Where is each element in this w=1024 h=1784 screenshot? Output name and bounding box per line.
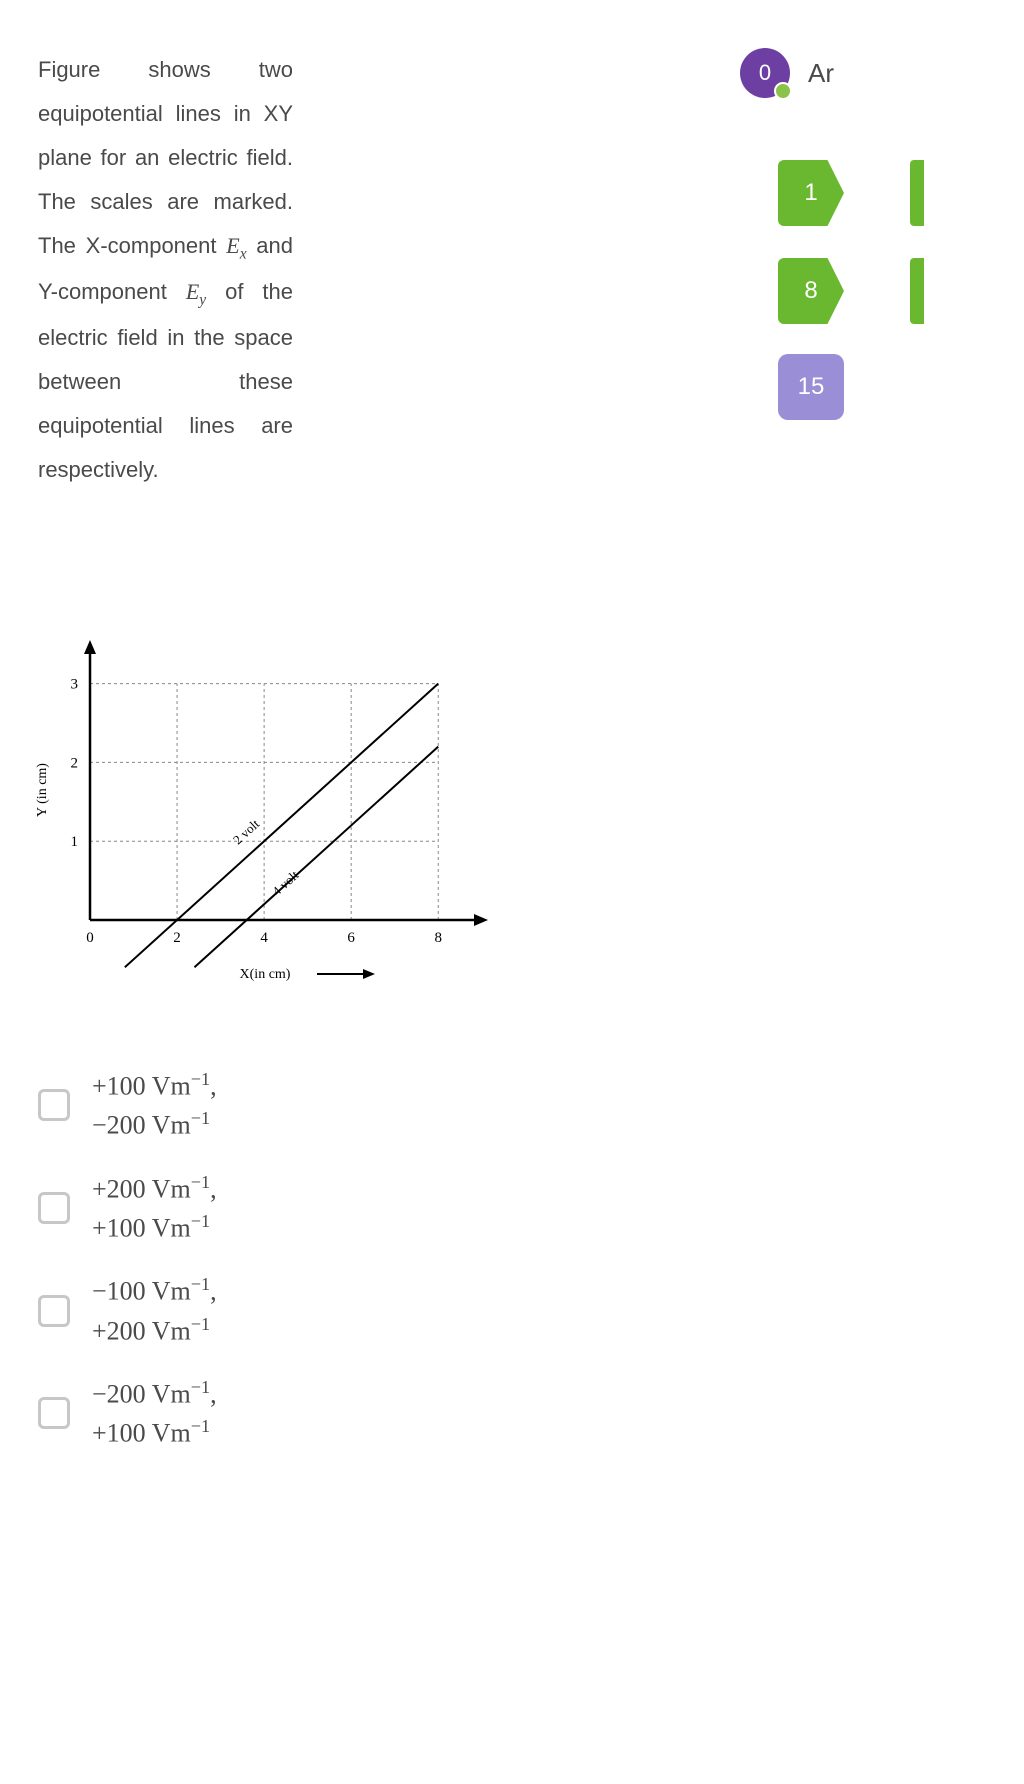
badge-dot-icon bbox=[774, 82, 792, 100]
status-row: 0 Ar bbox=[740, 48, 834, 98]
q-part-2: of the electric field in the space betwe… bbox=[38, 279, 293, 482]
svg-text:2 volt: 2 volt bbox=[230, 816, 263, 847]
svg-text:3: 3 bbox=[71, 677, 79, 693]
question-nav-15[interactable]: 15 bbox=[778, 354, 844, 420]
question-text: Figure shows two equipotential lines in … bbox=[38, 48, 293, 492]
answer-text: −200 Vm−1, +100 Vm−1 bbox=[92, 1374, 217, 1453]
checkbox[interactable] bbox=[38, 1192, 70, 1224]
chart-svg: 2 volt4 volt 0 2 4 6 8 1 2 3 Y (in cm) X(in cm) bbox=[30, 640, 500, 1000]
equipotential-chart: 2 volt4 volt 0 2 4 6 8 1 2 3 Y (in cm) X(in cm) bbox=[30, 640, 500, 1005]
svg-text:1: 1 bbox=[71, 834, 79, 850]
svg-text:2: 2 bbox=[173, 930, 181, 946]
answer-option[interactable]: +200 Vm−1, +100 Vm−1 bbox=[38, 1169, 217, 1248]
answer-text: +100 Vm−1, −200 Vm−1 bbox=[92, 1066, 217, 1145]
answer-option[interactable]: −200 Vm−1, +100 Vm−1 bbox=[38, 1374, 217, 1453]
badge-attempted[interactable]: 0 bbox=[740, 48, 790, 98]
answer-text: −100 Vm−1, +200 Vm−1 bbox=[92, 1271, 217, 1350]
answer-text: +200 Vm−1, +100 Vm−1 bbox=[92, 1169, 217, 1248]
ex-symbol: Ex bbox=[226, 233, 246, 258]
question-nav-1[interactable]: 1 bbox=[778, 160, 844, 226]
answer-option[interactable]: +100 Vm−1, −200 Vm−1 bbox=[38, 1066, 217, 1145]
question-nav-8[interactable]: 8 bbox=[778, 258, 844, 324]
svg-text:0: 0 bbox=[86, 930, 94, 946]
checkbox[interactable] bbox=[38, 1089, 70, 1121]
ey-symbol: Ey bbox=[186, 279, 206, 304]
answer-option[interactable]: −100 Vm−1, +200 Vm−1 bbox=[38, 1271, 217, 1350]
checkbox[interactable] bbox=[38, 1295, 70, 1327]
checkbox[interactable] bbox=[38, 1397, 70, 1429]
svg-text:4 volt: 4 volt bbox=[269, 867, 302, 898]
badge-label: Ar bbox=[808, 58, 834, 89]
svg-text:X(in cm): X(in cm) bbox=[240, 967, 291, 982]
svg-text:4: 4 bbox=[260, 930, 268, 946]
answer-list: +100 Vm−1, −200 Vm−1 +200 Vm−1, +100 Vm−… bbox=[38, 1066, 217, 1477]
svg-text:6: 6 bbox=[347, 930, 355, 946]
nav-stub bbox=[910, 258, 924, 324]
svg-text:Y (in cm): Y (in cm) bbox=[35, 763, 50, 817]
q-part-0: Figure shows two equipotential lines in … bbox=[38, 57, 293, 258]
svg-text:2: 2 bbox=[71, 755, 79, 771]
svg-text:8: 8 bbox=[434, 930, 442, 946]
nav-stub bbox=[910, 160, 924, 226]
